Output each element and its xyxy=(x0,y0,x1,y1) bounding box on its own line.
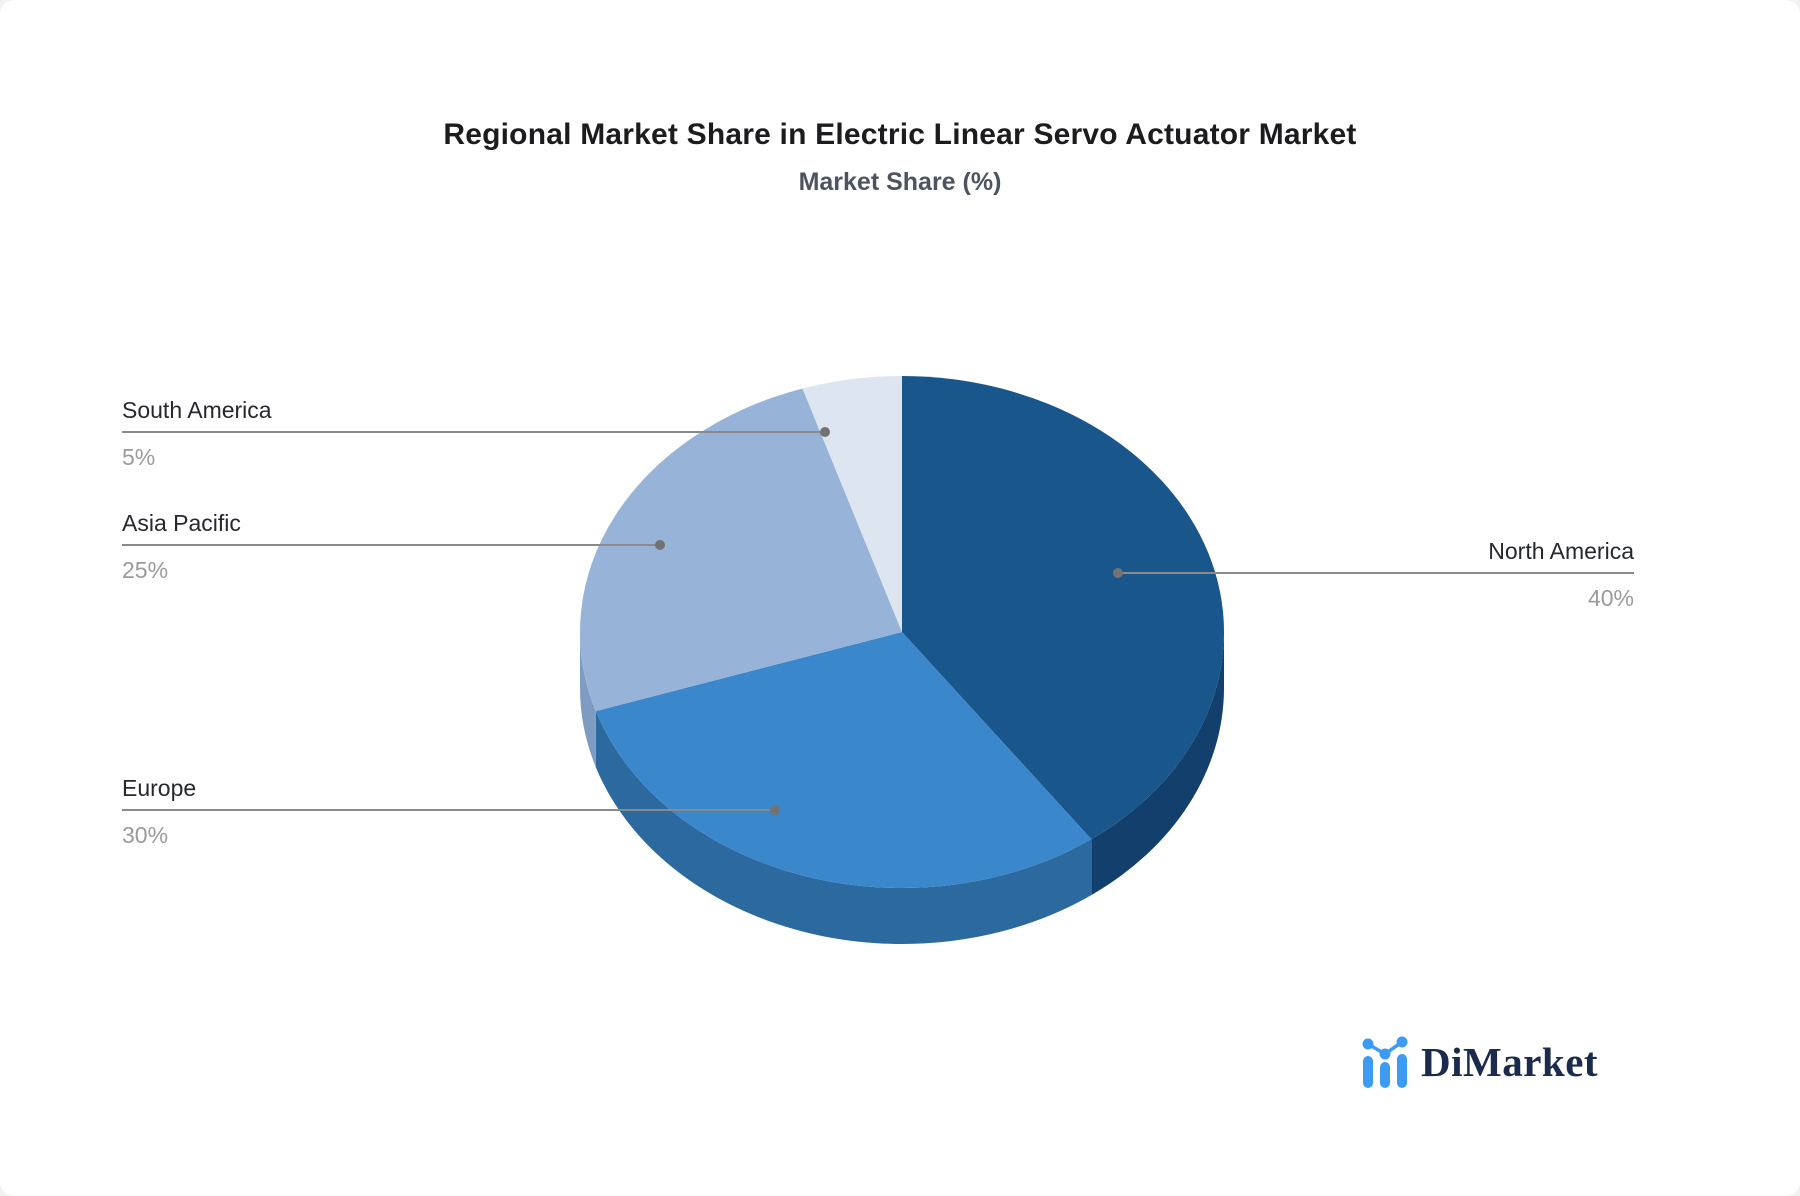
label-asia-pacific-value: 25% xyxy=(122,557,169,583)
chart-subtitle: Market Share (%) xyxy=(798,168,1002,196)
leader-dot-south-america xyxy=(820,427,830,437)
pie-slice-south-america xyxy=(802,375,902,632)
pie-slice-side-europe xyxy=(595,711,1092,944)
leader-dot-asia-pacific xyxy=(655,540,665,550)
leader-dot-europe xyxy=(770,805,780,815)
chart-title: Regional Market Share in Electric Linear… xyxy=(443,118,1357,151)
label-north-america-value: 40% xyxy=(1587,585,1634,611)
label-europe-name: Europe xyxy=(122,775,197,801)
brand-logo: DiMarket xyxy=(1360,1036,1598,1088)
label-south-america-value: 5% xyxy=(122,444,156,470)
pie-slice-side-asia-pacific xyxy=(580,632,596,768)
pie-slice-north-america xyxy=(902,376,1225,840)
pie-slice-asia-pacific xyxy=(580,388,902,712)
label-north-america-name: North America xyxy=(1488,538,1634,564)
pie-slice-side-north-america xyxy=(1091,632,1224,896)
label-europe-value: 30% xyxy=(122,822,169,848)
leader-dot-north-america xyxy=(1113,568,1123,578)
label-asia-pacific-name: Asia Pacific xyxy=(122,510,241,536)
pie-slice-europe xyxy=(595,632,1092,888)
bar-chart-logo-icon xyxy=(1362,1036,1408,1088)
brand-logo-text: DiMarket xyxy=(1421,1039,1599,1085)
label-south-america-name: South America xyxy=(122,397,272,423)
